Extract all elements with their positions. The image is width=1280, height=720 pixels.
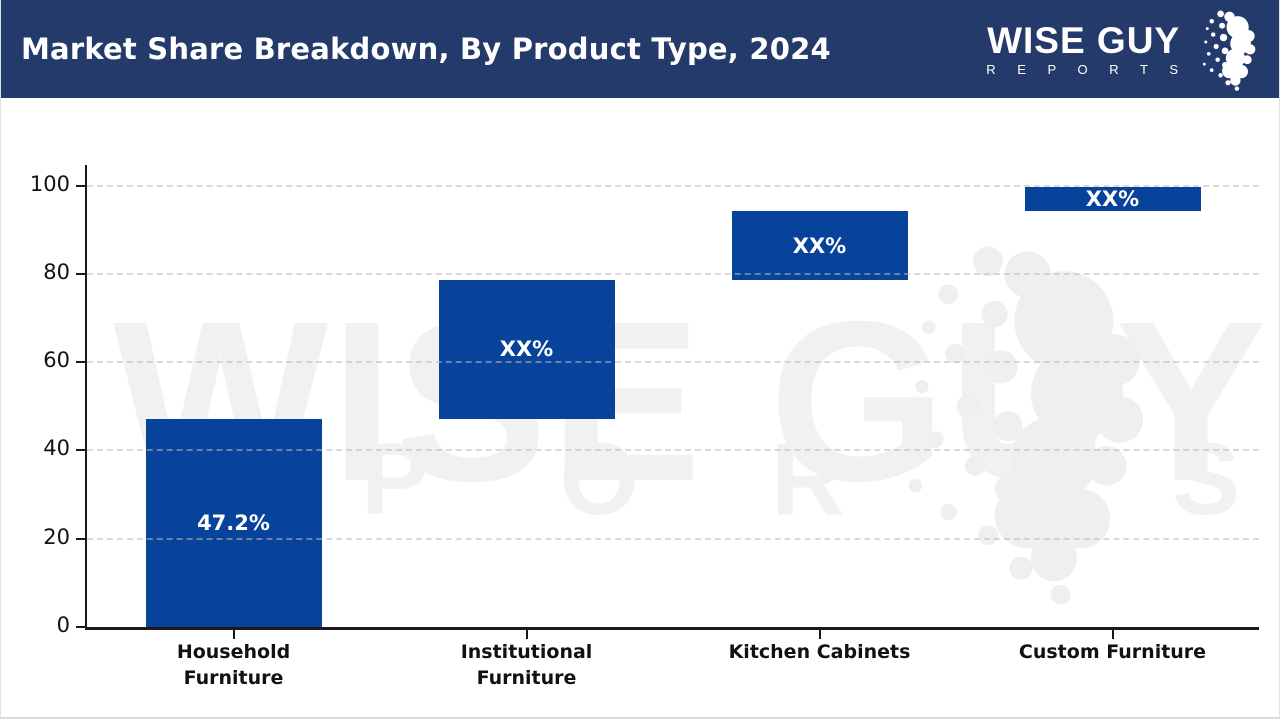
brand-logo: WISE GUY R E P O R T S xyxy=(980,6,1279,92)
page-title: Market Share Breakdown, By Product Type,… xyxy=(21,32,831,66)
brand-logo-text: WISE GUY R E P O R T S xyxy=(980,22,1187,76)
xtick-mark-1 xyxy=(525,630,528,639)
bar-value-label: 47.2% xyxy=(197,510,270,535)
ytick-mark-60 xyxy=(76,361,85,364)
xtick-label-3: Custom Furniture xyxy=(1018,641,1207,663)
brand-name: WISE GUY xyxy=(987,20,1181,61)
gridline-100 xyxy=(87,184,1259,187)
gridline-40 xyxy=(87,449,1259,452)
xtick-label-0: Household Furniture xyxy=(176,641,291,689)
bar-custom-furniture: XX% xyxy=(1024,187,1201,212)
ytick-label-20: 20 xyxy=(43,524,70,549)
x-axis xyxy=(85,627,1259,630)
ytick-mark-20 xyxy=(76,537,85,540)
ytick-mark-40 xyxy=(76,449,85,452)
xtick-label-2: Kitchen Cabinets xyxy=(728,641,911,663)
bar-institutional-furniture: XX% xyxy=(438,280,615,419)
ytick-label-100: 100 xyxy=(29,171,70,196)
gridline-60 xyxy=(87,361,1259,364)
header-bar: Market Share Breakdown, By Product Type,… xyxy=(1,0,1279,98)
ytick-label-40: 40 xyxy=(43,436,70,461)
ytick-mark-100 xyxy=(76,184,85,187)
ytick-label-0: 0 xyxy=(56,613,70,637)
ytick-label-80: 80 xyxy=(43,259,70,284)
bar-value-label: XX% xyxy=(792,233,847,258)
xtick-mark-3 xyxy=(1111,630,1114,639)
bar-value-label: XX% xyxy=(499,337,554,362)
ytick-label-60: 60 xyxy=(43,348,70,373)
ytick-mark-80 xyxy=(76,272,85,275)
bar-household-furniture: 47.2% xyxy=(145,418,322,627)
xtick-mark-2 xyxy=(818,630,821,639)
xtick-mark-0 xyxy=(232,630,235,639)
bar-value-label: XX% xyxy=(1085,187,1140,212)
gridline-80 xyxy=(87,272,1259,275)
y-axis xyxy=(85,165,87,629)
bar-kitchen-cabinets: XX% xyxy=(731,211,908,281)
ytick-mark-0 xyxy=(76,626,85,628)
gridline-20 xyxy=(87,537,1259,540)
brand-subtitle: R E P O R T S xyxy=(986,62,1187,77)
xtick-label-1: Institutional Furniture xyxy=(460,641,593,689)
